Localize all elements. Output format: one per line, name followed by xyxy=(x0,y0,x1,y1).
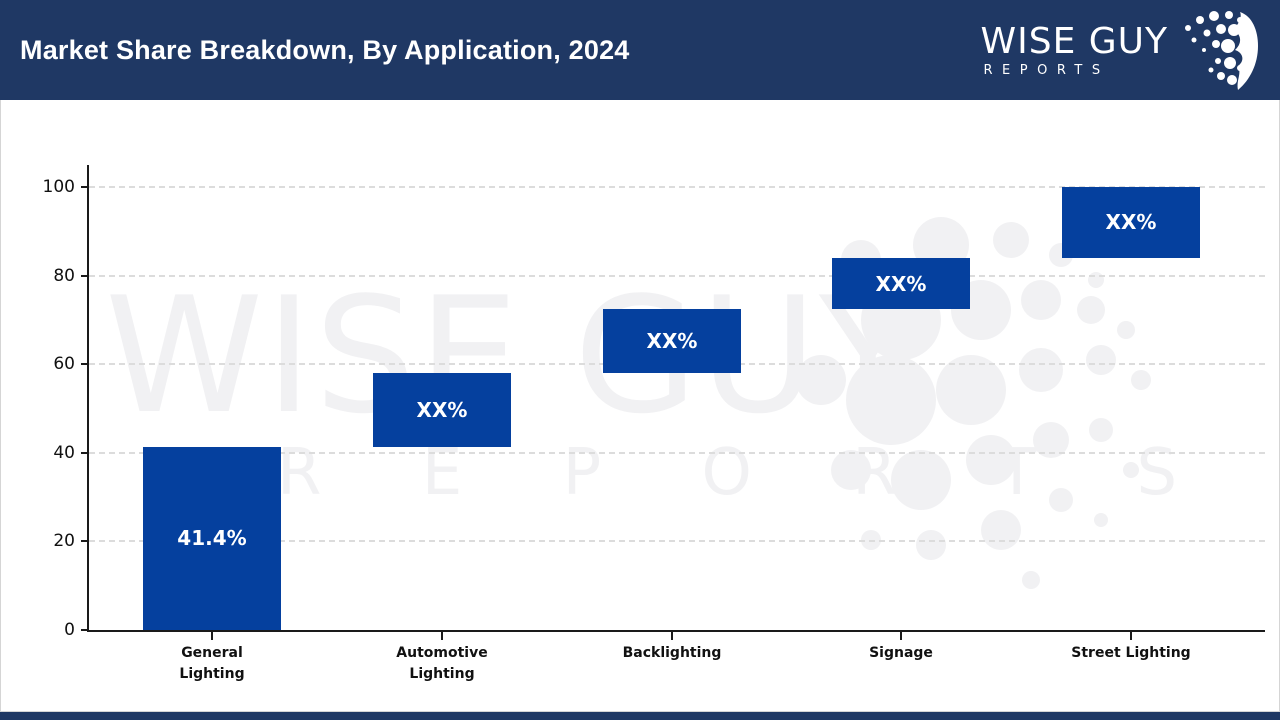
x-category-label: Backlighting xyxy=(582,643,762,664)
logo-wordmark: WISE GUY xyxy=(980,20,1168,62)
x-tick-mark xyxy=(211,632,213,640)
x-tick-mark xyxy=(900,632,902,640)
chart-area: WISE GUY R E P O R T S 0 20 40 60 80 100 41.4%… xyxy=(0,100,1280,712)
logo-text: WISE GUY REPORTS xyxy=(980,20,1169,78)
y-tick-label: 80 xyxy=(53,265,75,286)
gridline xyxy=(89,186,1265,188)
y-tick-label: 60 xyxy=(53,354,75,375)
bar: 41.4% xyxy=(143,446,281,630)
x-category-label-text: Backlighting xyxy=(622,645,722,661)
y-tick-mark xyxy=(81,186,89,188)
x-category-label-text: Street Lighting xyxy=(1071,645,1191,661)
bar-value-label: XX% xyxy=(646,329,698,354)
x-category-label-text: Automotive Lighting xyxy=(396,645,488,682)
page-title: Market Share Breakdown, By Application, … xyxy=(20,34,630,65)
x-tick-mark xyxy=(1130,632,1132,640)
header: Market Share Breakdown, By Application, … xyxy=(0,0,1280,100)
watermark-face-icon xyxy=(796,217,1151,589)
y-tick-label: 40 xyxy=(53,442,75,463)
y-tick-mark xyxy=(81,451,89,454)
gridline xyxy=(89,451,1265,454)
y-tick-label: 100 xyxy=(42,177,75,197)
bar: XX% xyxy=(603,309,741,374)
x-category-label: Signage xyxy=(811,643,991,664)
x-category-label-text: Signage xyxy=(869,645,933,661)
y-tick-label: 20 xyxy=(53,531,75,552)
y-tick-label: 0 xyxy=(64,620,75,640)
x-category-label: Automotive Lighting xyxy=(352,643,532,685)
y-tick-mark xyxy=(81,629,89,631)
logo-face-icon xyxy=(1185,11,1258,90)
y-tick-mark xyxy=(81,363,89,366)
bar-value-label: XX% xyxy=(875,271,927,296)
y-tick-mark xyxy=(81,274,89,277)
brand-logo: WISE GUY REPORTS xyxy=(981,6,1261,94)
x-category-label: General Lighting xyxy=(122,643,302,685)
y-tick-mark xyxy=(81,540,89,543)
x-category-label-text: General Lighting xyxy=(179,645,245,682)
bar-value-label: 41.4% xyxy=(177,526,247,551)
bar: XX% xyxy=(1062,187,1200,258)
watermark-subtext: R E P O R T S xyxy=(277,436,1218,510)
y-axis-line xyxy=(87,165,89,632)
bar-value-label: XX% xyxy=(416,397,468,422)
bar-value-label: XX% xyxy=(1105,210,1157,235)
bar: XX% xyxy=(832,257,970,310)
bar: XX% xyxy=(373,373,511,447)
waterfall-chart: WISE GUY R E P O R T S 0 20 40 60 80 100 41.4%… xyxy=(1,100,1279,711)
x-axis-line xyxy=(87,630,1265,632)
gridline xyxy=(89,540,1265,543)
gridline xyxy=(89,274,1265,277)
footer-bar xyxy=(0,712,1280,720)
logo-subtext: REPORTS xyxy=(983,62,1110,78)
x-tick-mark xyxy=(671,632,673,640)
x-tick-mark xyxy=(441,632,443,640)
x-category-label: Street Lighting xyxy=(1041,643,1221,664)
